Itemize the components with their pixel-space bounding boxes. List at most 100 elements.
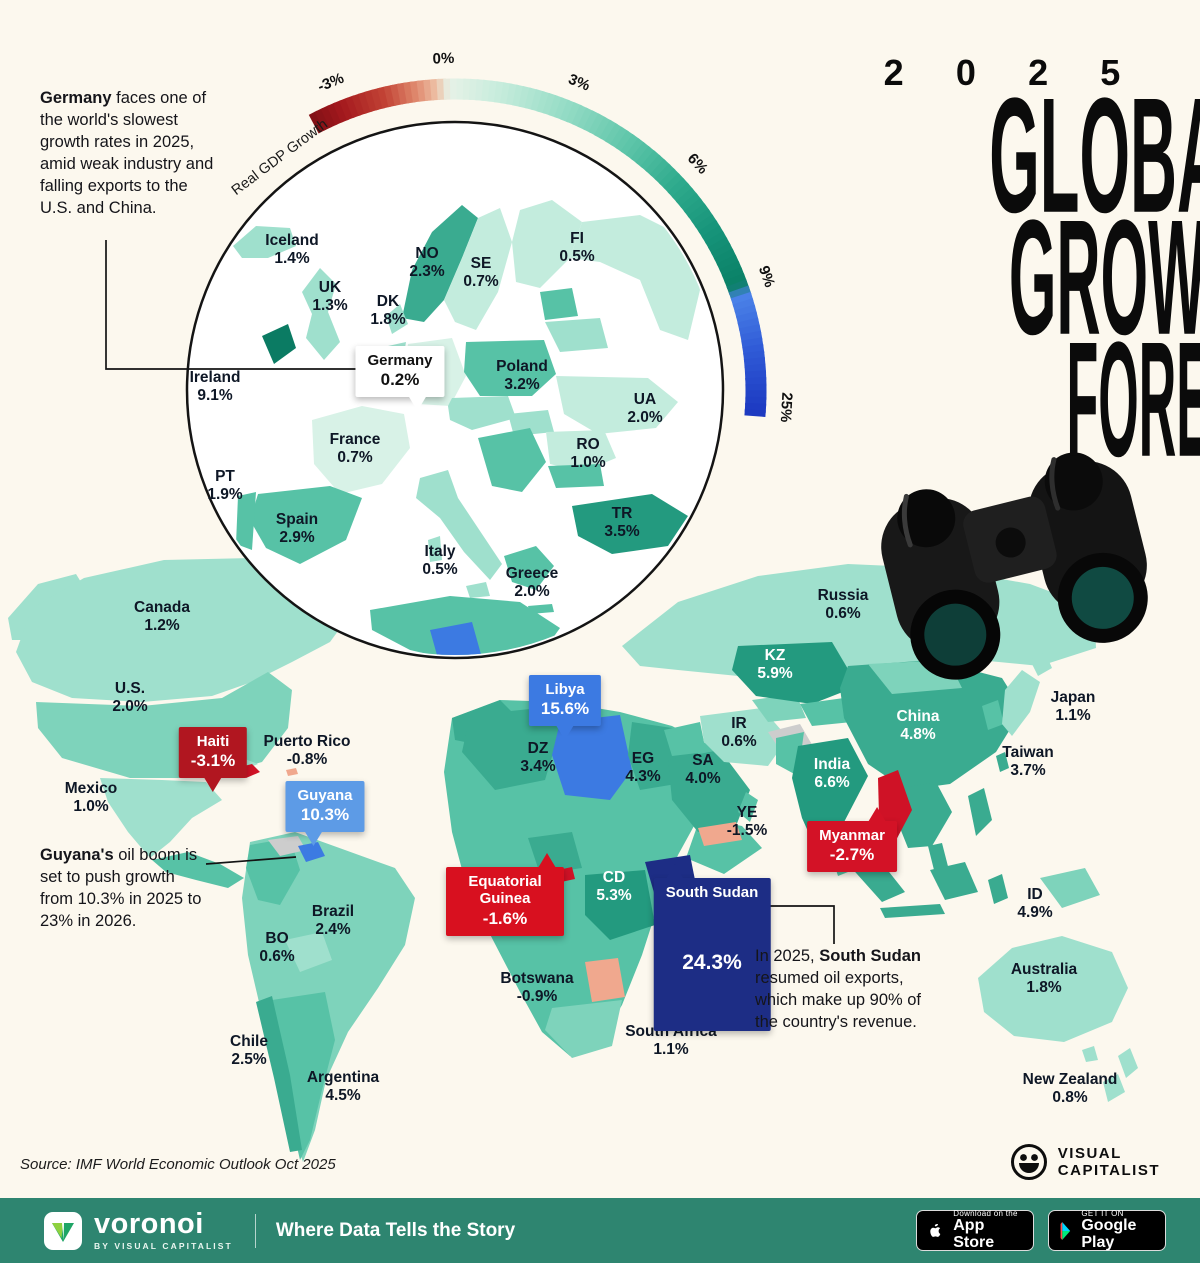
label-russia: Russia 0.6% [817,587,869,623]
label-kz: KZ 5.9% [757,647,793,683]
guyana-connector-line [205,856,297,865]
label-bo: BO 0.6% [259,930,295,966]
title-year: 2025 [883,52,1173,93]
callout-libya: Libya 15.6% [528,675,602,741]
label-brazil: Brazil 2.4% [311,903,355,939]
country-china-shape [840,660,1022,790]
label-puerto-rico: Puerto Rico -0.8% [263,733,351,769]
germany-annotation: Germany faces one of the world's slowest… [40,89,214,217]
south-sudan-annotation: In 2025, South Sudan resumed oil exports… [755,947,922,1031]
label-tr: TR 3.5% [604,505,640,541]
label-poland: Poland 3.2% [496,358,548,394]
vc-logo-line1: VISUAL [1057,1144,1122,1162]
europe-inset [185,120,725,660]
google-play-icon [1060,1221,1071,1240]
footer-tagline: Where Data Tells the Story [275,1219,516,1241]
label-mexico: Mexico 1.0% [64,780,118,816]
country-drc-shape [585,870,655,940]
label-greece: Greece 2.0% [505,565,559,601]
label-sa: SA 4.0% [685,752,721,788]
voronoi-icon [44,1211,82,1250]
label-id: ID 4.9% [1017,886,1053,922]
country-botswana-shape [585,958,625,1002]
vc-logo-line2: CAPITALIST [1057,1162,1160,1179]
source-note: Source: IMF World Economic Outlook Oct 2… [20,1156,336,1173]
label-chile: Chile 2.5% [230,1033,268,1069]
gdp-color-scale: -3%0%3%6%9%25%Real GDP Growth [229,50,795,423]
voronoi-sub: BY VISUAL CAPITALIST [94,1241,233,1251]
app-store-badge[interactable]: Download on the App Store [916,1208,1034,1251]
label-ro: RO 1.0% [570,436,606,472]
country-kazakhstan-shape [732,642,858,704]
scale-tick-25: 25% [777,392,796,423]
label-dk: DK 1.8% [370,293,406,329]
footer-divider [254,1213,256,1248]
label-spain: Spain 2.9% [275,511,319,547]
google-play-pre: GET IT ON [1081,1208,1124,1218]
label-canada: Canada 1.2% [134,599,190,635]
country-guyana-shape [298,842,325,862]
callout-haiti: Haiti -3.1% [178,727,248,793]
visual-capitalist-icon [1010,1144,1047,1180]
callout-south-sudan: South Sudan 24.3% [653,864,771,1032]
scale-tick-0: 0% [432,50,454,68]
app-store-pre: Download on the [953,1208,1018,1218]
label-new-zealand: New Zealand 0.8% [1022,1071,1118,1107]
country-puerto-rico-shape [286,768,298,776]
label-argentina: Argentina 4.5% [306,1069,380,1105]
country-ireland-shape [262,324,296,364]
title-line-2: GROWTH [1008,185,1200,369]
scale-tick-3: 3% [566,71,592,95]
label-dz: DZ 3.4% [520,740,556,776]
voronoi-wordmark: voronoi [94,1208,204,1240]
label-china: China 4.8% [896,708,940,744]
google-play-main: Google Play [1081,1216,1137,1251]
label-india: India 6.6% [813,756,851,792]
label-ye: YE -1.5% [726,804,768,840]
label-cd: CD 5.3% [596,869,632,905]
country-yemen-shape [698,822,742,846]
apple-icon [930,1223,941,1237]
country-australia-shape [978,936,1128,1042]
voronoi-logo[interactable]: voronoi BY VISUAL CAPITALIST [42,1210,233,1252]
label-iceland: Iceland 1.4% [265,232,319,268]
footer-bar: voronoi BY VISUAL CAPITALIST Where Data … [0,1198,1200,1263]
callout-germany: Germany 0.2% [355,346,445,412]
label-ua: UA 2.0% [627,391,663,427]
country-taiwan-shape [996,752,1009,772]
google-play-badge[interactable]: GET IT ON Google Play [1048,1208,1166,1251]
germany-connector-line [105,240,362,370]
label-uk: UK 1.3% [312,279,348,315]
label-ireland: Ireland 9.1% [189,369,241,405]
label-france: France 0.7% [329,431,381,467]
label-ir: IR 0.6% [721,715,757,751]
guyana-annotation: Guyana's oil boom is set to push growth … [40,846,202,930]
callout-guyana: Guyana 10.3% [285,781,365,847]
visual-capitalist-logo: VISUAL CAPITALIST [1009,1142,1160,1182]
app-store-main: App Store [953,1216,995,1251]
label-fi: FI 0.5% [559,230,595,266]
title-line-3: FORECAST [1066,307,1200,491]
label-no: NO 2.3% [409,245,445,281]
page-title: 2025 GLOBAL GROWTH FORECAST [852,52,1200,491]
label-se: SE 0.7% [463,255,499,291]
label-eg: EG 4.3% [625,750,661,786]
label-japan: Japan 1.1% [1050,689,1096,725]
callout-myanmar: Myanmar -2.7% [807,807,897,873]
scale-tick-9: 9% [755,264,778,290]
label-australia: Australia 1.8% [1010,961,1078,997]
south-sudan-connector-line [768,905,835,944]
label-pt: PT 1.9% [207,468,243,504]
label-botswana: Botswana -0.9% [500,970,574,1006]
annotation-connectors [105,240,835,944]
binoculars-icon [881,452,1148,680]
callout-equatorial-guinea: Equatorial Guinea -1.6% [446,853,564,936]
label-taiwan: Taiwan 3.7% [1002,744,1054,780]
label-italy: Italy 0.5% [422,543,458,579]
continents [8,558,1138,1162]
label-u-s: U.S. 2.0% [112,680,148,716]
